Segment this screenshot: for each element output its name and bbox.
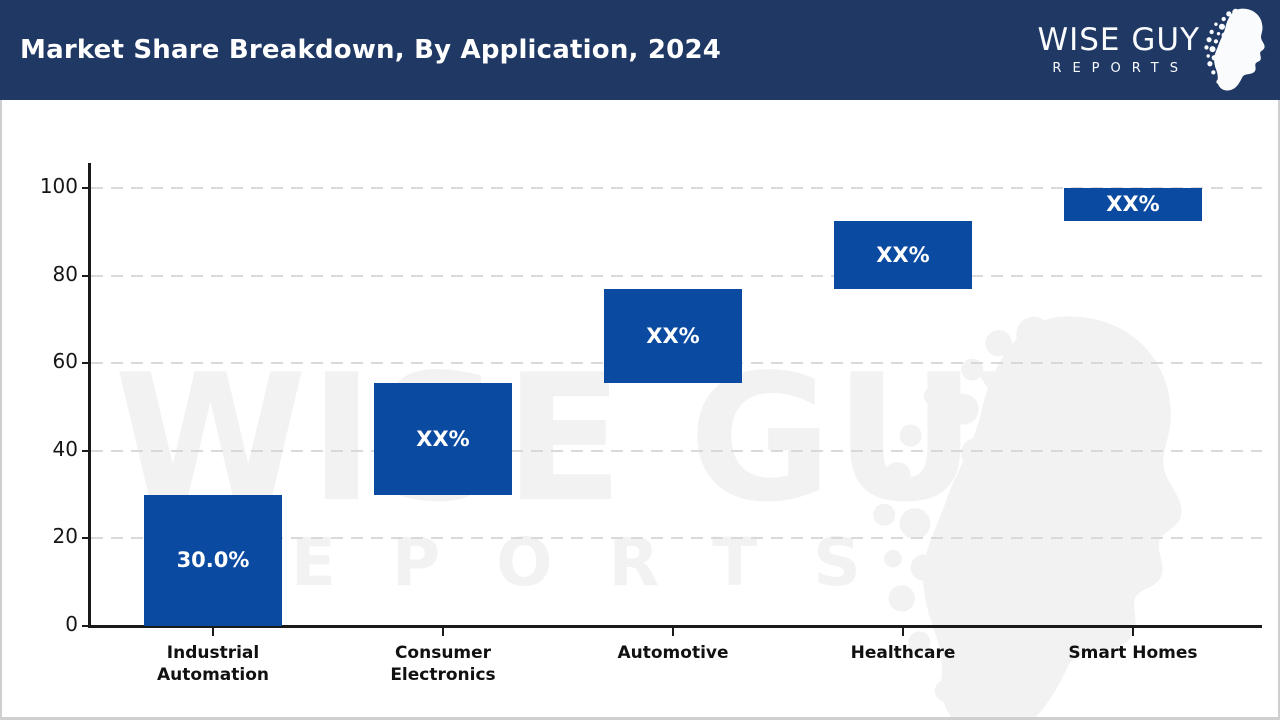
bar-smart-homes: XX% xyxy=(1064,188,1202,221)
bar-value-label: XX% xyxy=(416,426,470,451)
y-tick-mark xyxy=(82,537,91,540)
plot-area: 0 20 40 60 80 100 30.0% Industrial Automation XX… xyxy=(2,100,1278,717)
y-axis-line xyxy=(88,163,91,628)
y-tick-mark xyxy=(82,274,91,277)
dotted-face-icon xyxy=(1204,8,1265,91)
brand-logo: WISE GUY REPORTS xyxy=(1037,7,1266,93)
x-tick-mark xyxy=(442,628,444,636)
y-tick-mark xyxy=(82,449,91,452)
bar-value-label: XX% xyxy=(1106,192,1160,217)
y-tick-mark xyxy=(82,187,91,189)
gridline-80 xyxy=(91,274,1262,277)
y-tick-label: 60 xyxy=(52,349,78,374)
y-tick-label: 40 xyxy=(52,436,78,461)
x-tick-mark xyxy=(902,628,904,636)
x-tick-mark xyxy=(212,628,214,636)
y-tick-mark xyxy=(82,625,91,627)
gridline-40 xyxy=(91,449,1262,452)
header-bar: Market Share Breakdown, By Application, … xyxy=(0,0,1280,100)
x-tick-label: Industrial Automation xyxy=(157,643,269,685)
x-tick-label: Healthcare xyxy=(850,643,956,663)
x-tick-label: Smart Homes xyxy=(1068,643,1198,663)
bar-value-label: XX% xyxy=(876,242,930,267)
bar-industrial-automation: 30.0% xyxy=(144,494,282,626)
gridline-20 xyxy=(91,537,1262,540)
x-tick-mark xyxy=(672,628,674,636)
bar-consumer-electronics: XX% xyxy=(374,382,512,495)
bar-healthcare: XX% xyxy=(834,220,972,289)
y-tick-mark xyxy=(82,362,91,365)
y-tick-label: 0 xyxy=(65,612,78,636)
x-axis-line xyxy=(88,625,1262,628)
watermark-reports: REPORTS xyxy=(184,524,917,601)
x-tick-label: Automotive xyxy=(617,643,729,663)
y-tick-label: 100 xyxy=(39,174,78,198)
bar-automotive: XX% xyxy=(604,288,742,383)
y-tick-label: 80 xyxy=(52,261,78,286)
bar-value-label: 30.0% xyxy=(176,548,250,573)
brand-wordmark: WISE GUY xyxy=(1037,22,1200,58)
brand-reports-label: REPORTS xyxy=(1052,61,1190,76)
brand-text: WISE GUY REPORTS xyxy=(1037,22,1200,76)
y-tick-label: 20 xyxy=(52,524,78,549)
x-tick-mark xyxy=(1132,628,1134,636)
x-tick-label: Consumer Electronics xyxy=(390,643,496,685)
page-title: Market Share Breakdown, By Application, … xyxy=(20,35,722,65)
bar-value-label: XX% xyxy=(646,323,700,348)
gridline-100 xyxy=(91,187,1262,189)
chart-canvas: WISE GUY REPORTS 0 20 40 60 80 100 30.0% Indust… xyxy=(0,100,1280,720)
